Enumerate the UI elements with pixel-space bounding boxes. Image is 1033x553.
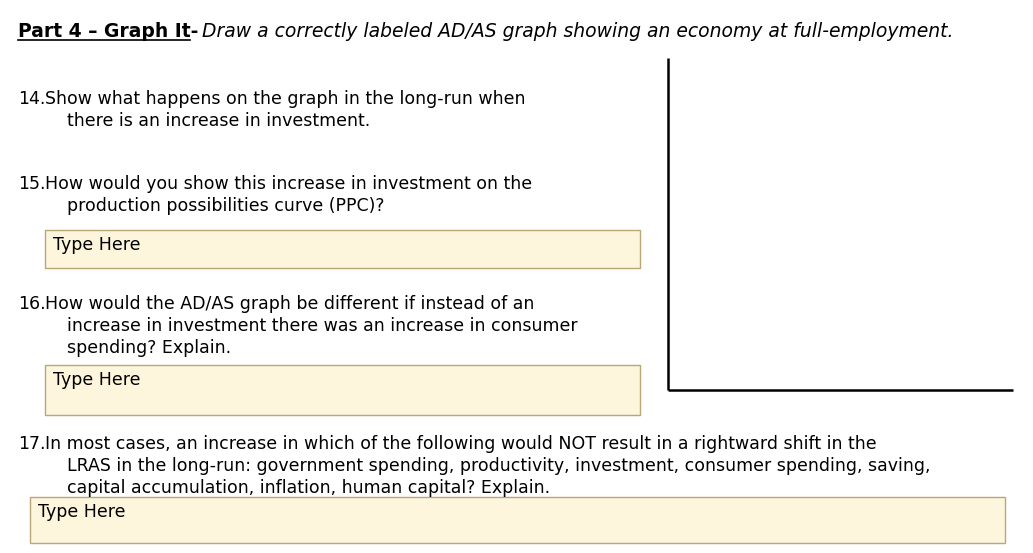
Text: LRAS in the long-run: government spending, productivity, investment, consumer sp: LRAS in the long-run: government spendin…: [45, 457, 931, 475]
Text: Show what happens on the graph in the long-run when: Show what happens on the graph in the lo…: [45, 90, 526, 108]
Text: Type Here: Type Here: [53, 371, 140, 389]
Bar: [45, 230, 640, 268]
Text: In most cases, an increase in which of the following would NOT result in a right: In most cases, an increase in which of t…: [45, 435, 877, 453]
Text: increase in investment there was an increase in consumer: increase in investment there was an incr…: [45, 317, 577, 335]
Text: 17.: 17.: [18, 435, 45, 453]
Text: Part 4 – Graph It-: Part 4 – Graph It-: [18, 22, 198, 41]
Bar: [30, 497, 1005, 543]
Text: 16.: 16.: [18, 295, 45, 313]
Text: Draw a correctly labeled AD/AS graph showing an economy at full-employment.: Draw a correctly labeled AD/AS graph sho…: [196, 22, 953, 41]
Text: capital accumulation, inflation, human capital? Explain.: capital accumulation, inflation, human c…: [45, 479, 551, 497]
Text: 14.: 14.: [18, 90, 45, 108]
Text: Type Here: Type Here: [53, 236, 140, 254]
Text: spending? Explain.: spending? Explain.: [45, 339, 231, 357]
Bar: [45, 365, 640, 415]
Text: How would the AD/AS graph be different if instead of an: How would the AD/AS graph be different i…: [45, 295, 534, 313]
Text: there is an increase in investment.: there is an increase in investment.: [45, 112, 370, 130]
Text: How would you show this increase in investment on the: How would you show this increase in inve…: [45, 175, 532, 193]
Text: Type Here: Type Here: [38, 503, 125, 521]
Text: 15.: 15.: [18, 175, 45, 193]
Text: production possibilities curve (PPC)?: production possibilities curve (PPC)?: [45, 197, 384, 215]
